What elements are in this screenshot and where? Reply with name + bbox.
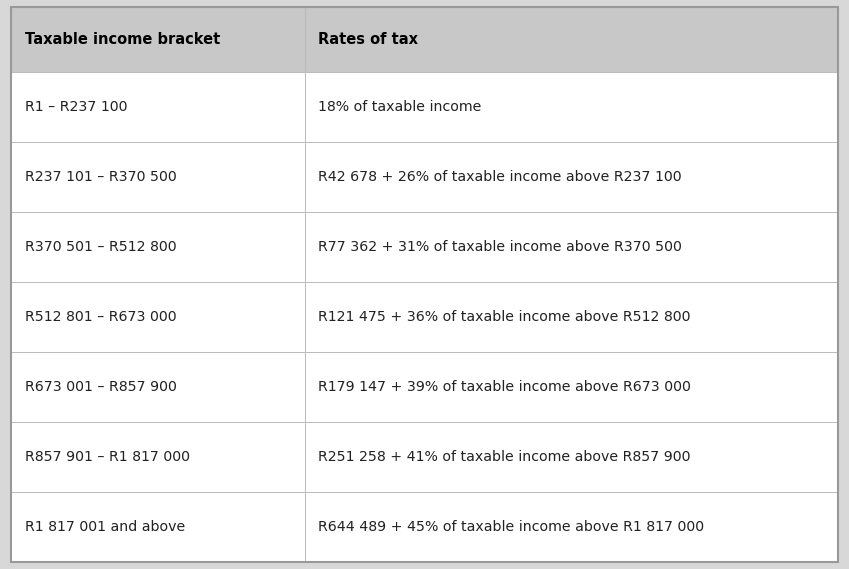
Text: R644 489 + 45% of taxable income above R1 817 000: R644 489 + 45% of taxable income above R… — [318, 520, 705, 534]
Text: Rates of tax: Rates of tax — [318, 32, 419, 47]
Bar — [305, 422, 838, 492]
Bar — [305, 492, 838, 562]
Text: R673 001 – R857 900: R673 001 – R857 900 — [25, 380, 177, 394]
Bar — [305, 142, 838, 212]
Bar — [305, 72, 838, 142]
Bar — [11, 7, 305, 72]
Text: Taxable income bracket: Taxable income bracket — [25, 32, 220, 47]
Bar — [11, 352, 305, 422]
Bar — [11, 282, 305, 352]
Bar — [11, 492, 305, 562]
Text: R251 258 + 41% of taxable income above R857 900: R251 258 + 41% of taxable income above R… — [318, 450, 691, 464]
Bar — [305, 352, 838, 422]
Text: R857 901 – R1 817 000: R857 901 – R1 817 000 — [25, 450, 189, 464]
Text: R237 101 – R370 500: R237 101 – R370 500 — [25, 170, 177, 184]
Text: R77 362 + 31% of taxable income above R370 500: R77 362 + 31% of taxable income above R3… — [318, 240, 682, 254]
Bar — [11, 72, 305, 142]
Text: 18% of taxable income: 18% of taxable income — [318, 100, 481, 114]
Bar — [305, 212, 838, 282]
Text: R179 147 + 39% of taxable income above R673 000: R179 147 + 39% of taxable income above R… — [318, 380, 691, 394]
Bar — [11, 422, 305, 492]
Text: R42 678 + 26% of taxable income above R237 100: R42 678 + 26% of taxable income above R2… — [318, 170, 682, 184]
Text: R512 801 – R673 000: R512 801 – R673 000 — [25, 310, 177, 324]
Bar — [11, 142, 305, 212]
Text: R1 817 001 and above: R1 817 001 and above — [25, 520, 185, 534]
Bar — [305, 7, 838, 72]
Text: R370 501 – R512 800: R370 501 – R512 800 — [25, 240, 177, 254]
Text: R1 – R237 100: R1 – R237 100 — [25, 100, 127, 114]
Bar — [305, 282, 838, 352]
Text: R121 475 + 36% of taxable income above R512 800: R121 475 + 36% of taxable income above R… — [318, 310, 691, 324]
Bar — [11, 212, 305, 282]
